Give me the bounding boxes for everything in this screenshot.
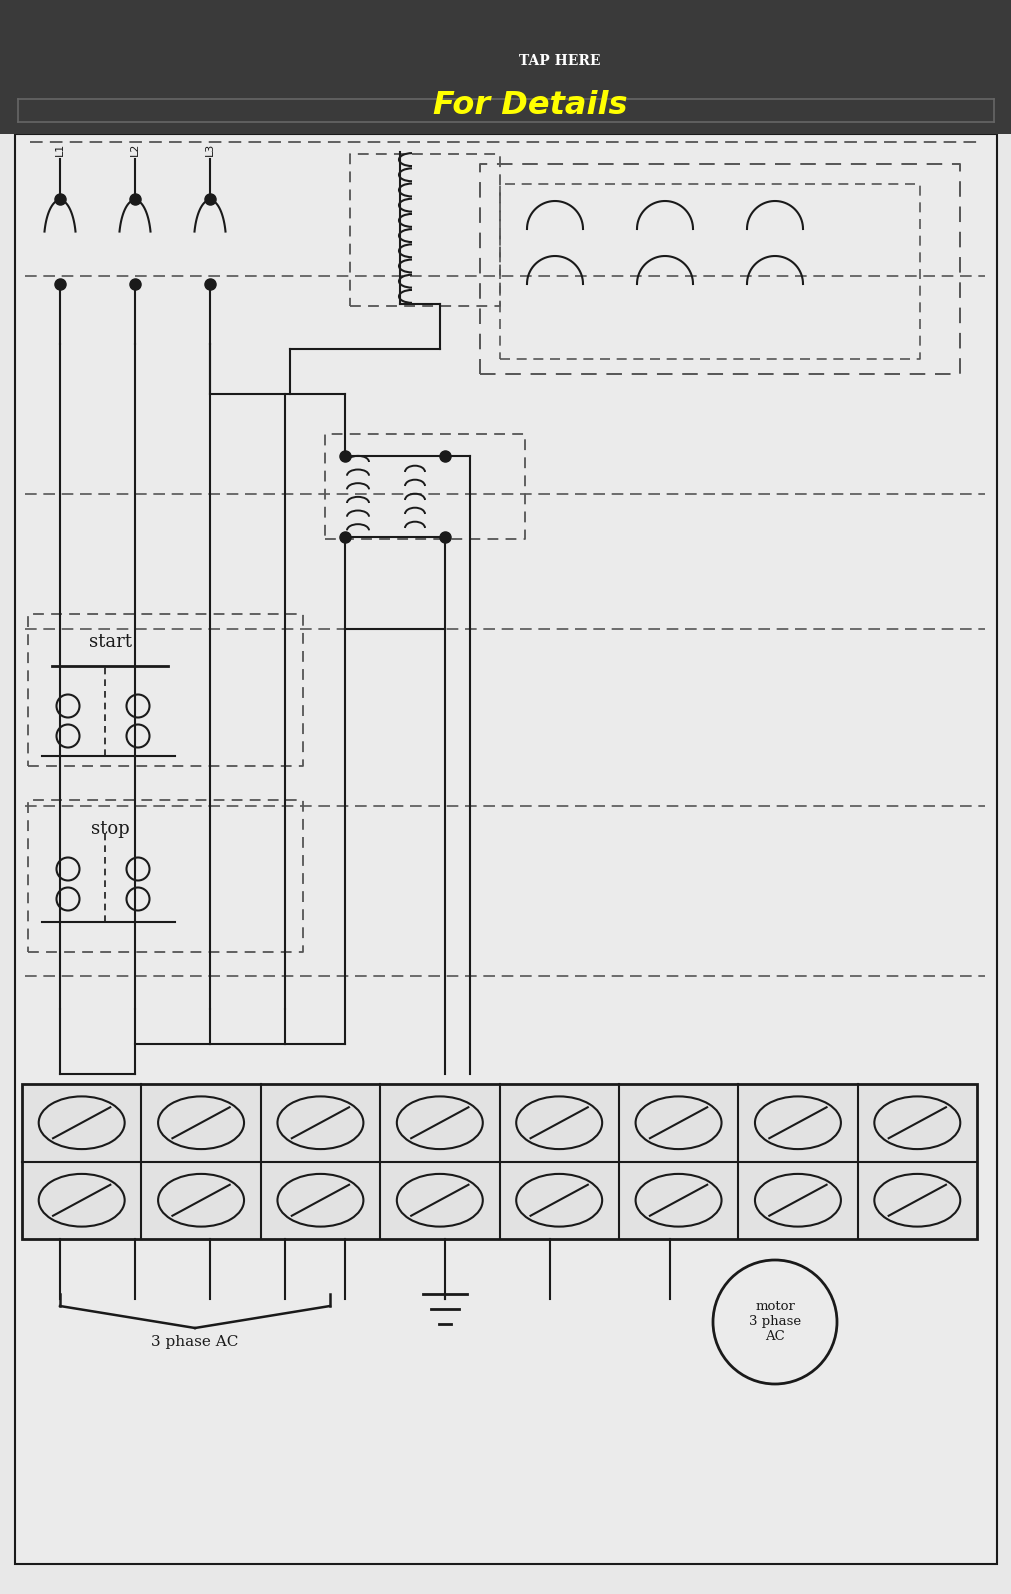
Text: For Details: For Details: [433, 91, 627, 121]
Text: L3: L3: [205, 143, 214, 156]
Text: 3 phase AC: 3 phase AC: [152, 1336, 239, 1349]
Text: motor
3 phase
AC: motor 3 phase AC: [748, 1301, 801, 1344]
Text: start: start: [88, 633, 131, 650]
Text: stop: stop: [91, 819, 129, 838]
Bar: [15, 134, 996, 1564]
Bar: [22, 1084, 976, 1239]
Text: L2: L2: [129, 142, 140, 156]
Text: TAP HERE: TAP HERE: [519, 54, 601, 69]
Text: L1: L1: [55, 143, 65, 156]
Bar: [0, 0, 1011, 134]
